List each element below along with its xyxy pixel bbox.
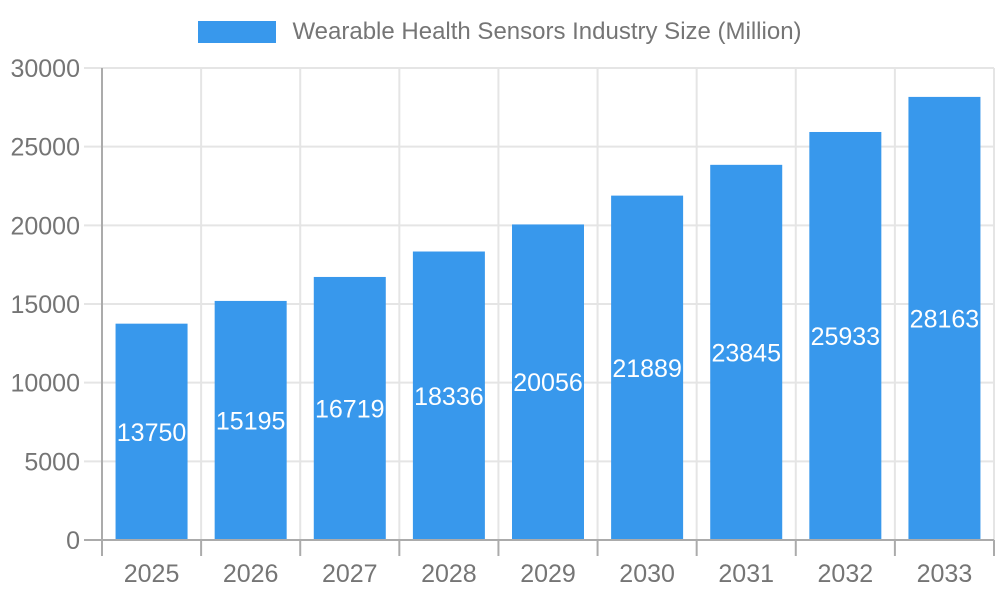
bar <box>710 164 783 540</box>
y-tick-label: 20000 <box>10 212 80 240</box>
x-tick-label: 2032 <box>818 560 874 588</box>
legend-swatch[interactable] <box>198 21 277 43</box>
x-tick-label: 2025 <box>124 560 180 588</box>
x-tick-label: 2033 <box>917 560 973 588</box>
bar-value-label: 23845 <box>711 339 781 367</box>
bar <box>809 131 882 540</box>
y-tick-label: 15000 <box>10 291 80 319</box>
bar-value-label: 21889 <box>612 355 682 383</box>
bar-value-label: 13750 <box>117 419 187 447</box>
x-tick-label: 2029 <box>520 560 576 588</box>
bar <box>115 323 188 540</box>
bar-value-label: 28163 <box>910 305 980 333</box>
legend-label[interactable]: Wearable Health Sensors Industry Size (M… <box>292 18 802 45</box>
y-tick-label: 25000 <box>10 134 80 162</box>
y-tick-label: 0 <box>66 527 80 555</box>
x-tick-label: 2031 <box>718 560 774 588</box>
x-tick-label: 2030 <box>619 560 675 588</box>
x-tick-label: 2026 <box>223 560 279 588</box>
bar <box>313 276 386 540</box>
y-tick-label: 5000 <box>24 448 80 476</box>
bar <box>412 251 485 540</box>
bar-value-label: 15195 <box>216 407 286 435</box>
x-tick-label: 2028 <box>421 560 477 588</box>
y-tick-label: 10000 <box>10 370 80 398</box>
bar-value-label: 20056 <box>513 369 583 397</box>
bar <box>908 96 981 540</box>
bar-value-label: 25933 <box>811 323 881 351</box>
y-tick-label: 30000 <box>10 55 80 83</box>
chart-legend: Wearable Health Sensors Industry Size (M… <box>0 12 1000 52</box>
bar <box>214 300 287 540</box>
bar <box>611 195 684 540</box>
bar-value-label: 16719 <box>315 395 385 423</box>
bar-value-label: 18336 <box>414 383 484 411</box>
bar <box>512 224 584 540</box>
x-tick-label: 2027 <box>322 560 378 588</box>
